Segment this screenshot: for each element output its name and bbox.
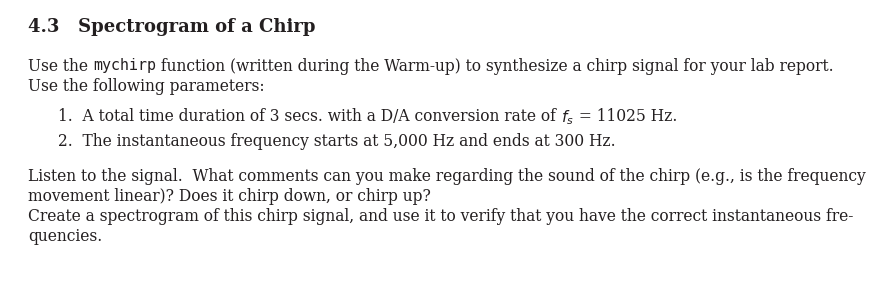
Text: 4.3   Spectrogram of a Chirp: 4.3 Spectrogram of a Chirp	[28, 18, 315, 36]
Text: function (written during the Warm-up) to synthesize a chirp signal for your lab : function (written during the Warm-up) to…	[156, 58, 833, 75]
Text: Create a spectrogram of this chirp signal, and use it to verify that you have th: Create a spectrogram of this chirp signa…	[28, 208, 853, 225]
Text: Listen to the signal.  What comments can you make regarding the sound of the chi: Listen to the signal. What comments can …	[28, 168, 866, 185]
Text: = 11025 Hz.: = 11025 Hz.	[574, 108, 677, 125]
Text: movement linear)? Does it chirp down, or chirp up?: movement linear)? Does it chirp down, or…	[28, 188, 431, 205]
Text: 1.  A total time duration of 3 secs. with a D/A conversion rate of: 1. A total time duration of 3 secs. with…	[58, 108, 561, 125]
Text: mychirp: mychirp	[93, 58, 156, 73]
Text: quencies.: quencies.	[28, 228, 103, 245]
Text: Use the following parameters:: Use the following parameters:	[28, 78, 265, 95]
Text: $f_s$: $f_s$	[561, 108, 574, 127]
Text: Use the: Use the	[28, 58, 93, 75]
Text: 2.  The instantaneous frequency starts at 5,000 Hz and ends at 300 Hz.: 2. The instantaneous frequency starts at…	[58, 133, 615, 150]
